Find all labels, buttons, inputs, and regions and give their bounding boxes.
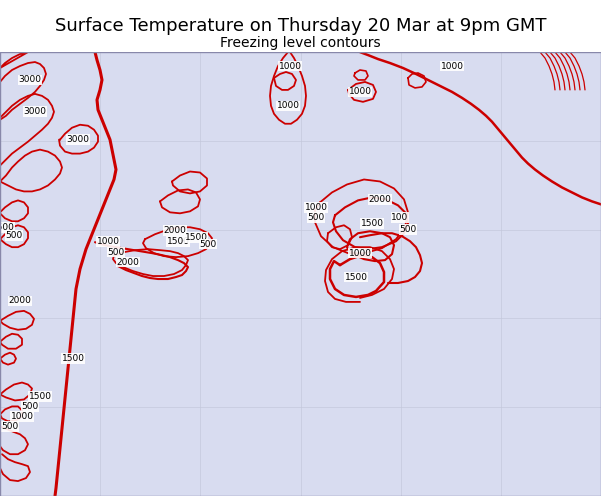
Text: 2000: 2000 xyxy=(117,257,139,266)
Text: 2500: 2500 xyxy=(0,223,14,232)
Text: 1500: 1500 xyxy=(28,392,52,401)
Text: 500: 500 xyxy=(5,231,23,240)
Text: 1000: 1000 xyxy=(441,62,463,70)
Text: 500: 500 xyxy=(1,422,19,431)
Text: 3000: 3000 xyxy=(67,135,90,144)
Text: Surface Temperature on Thursday 20 Mar at 9pm GMT: Surface Temperature on Thursday 20 Mar a… xyxy=(55,17,546,35)
Text: 1500: 1500 xyxy=(185,233,207,242)
Text: 500: 500 xyxy=(108,248,124,256)
Text: 1500: 1500 xyxy=(61,354,85,363)
Text: 1000: 1000 xyxy=(276,101,299,110)
Text: 2000: 2000 xyxy=(8,297,31,306)
Text: 3000: 3000 xyxy=(19,75,41,84)
Text: 500: 500 xyxy=(307,213,325,222)
Text: 1000: 1000 xyxy=(349,87,371,96)
Text: 1500: 1500 xyxy=(344,272,367,282)
Text: 1000: 1000 xyxy=(10,412,34,421)
Text: 500: 500 xyxy=(400,225,416,234)
Text: 100: 100 xyxy=(391,213,409,222)
Text: 1000: 1000 xyxy=(349,248,371,257)
Text: 1000: 1000 xyxy=(305,203,328,212)
Text: 1000: 1000 xyxy=(97,237,120,246)
Text: Freezing level contours: Freezing level contours xyxy=(220,36,381,50)
Text: 1000: 1000 xyxy=(278,62,302,70)
Text: 500: 500 xyxy=(200,240,216,248)
Text: 1500: 1500 xyxy=(166,237,189,246)
Text: 500: 500 xyxy=(22,402,38,411)
Text: 2000: 2000 xyxy=(368,195,391,204)
Text: 1500: 1500 xyxy=(361,219,383,228)
Text: 3000: 3000 xyxy=(23,107,46,116)
Text: 2000: 2000 xyxy=(163,226,186,235)
